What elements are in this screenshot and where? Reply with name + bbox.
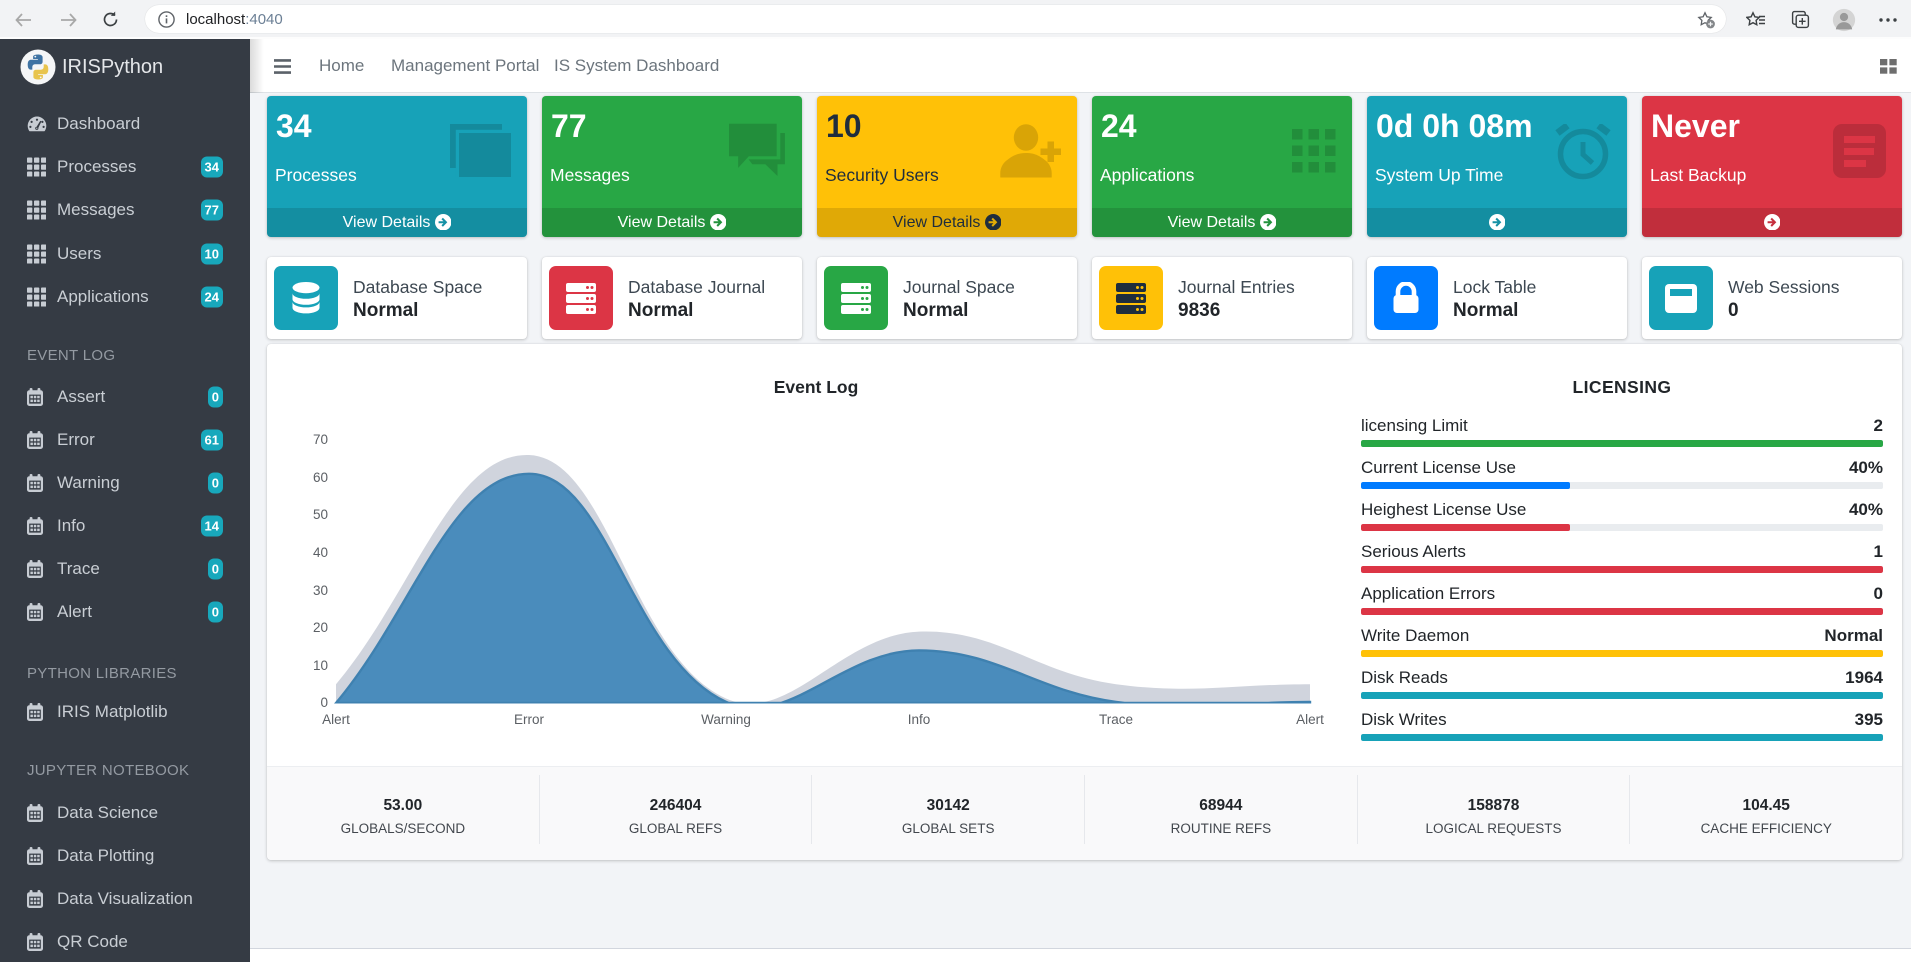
svg-text:50: 50 bbox=[313, 507, 328, 522]
svg-text:Alert: Alert bbox=[1296, 712, 1324, 727]
svg-text:0: 0 bbox=[320, 695, 328, 710]
svg-text:Alert: Alert bbox=[322, 712, 350, 727]
svg-text:10: 10 bbox=[313, 658, 328, 673]
svg-text:60: 60 bbox=[313, 470, 328, 485]
svg-text:Error: Error bbox=[514, 712, 545, 727]
svg-text:Warning: Warning bbox=[701, 712, 751, 727]
svg-text:70: 70 bbox=[313, 432, 328, 447]
svg-text:Info: Info bbox=[908, 712, 931, 727]
svg-text:40: 40 bbox=[313, 545, 328, 560]
svg-text:30: 30 bbox=[313, 583, 328, 598]
svg-text:Trace: Trace bbox=[1099, 712, 1133, 727]
svg-text:20: 20 bbox=[313, 620, 328, 635]
